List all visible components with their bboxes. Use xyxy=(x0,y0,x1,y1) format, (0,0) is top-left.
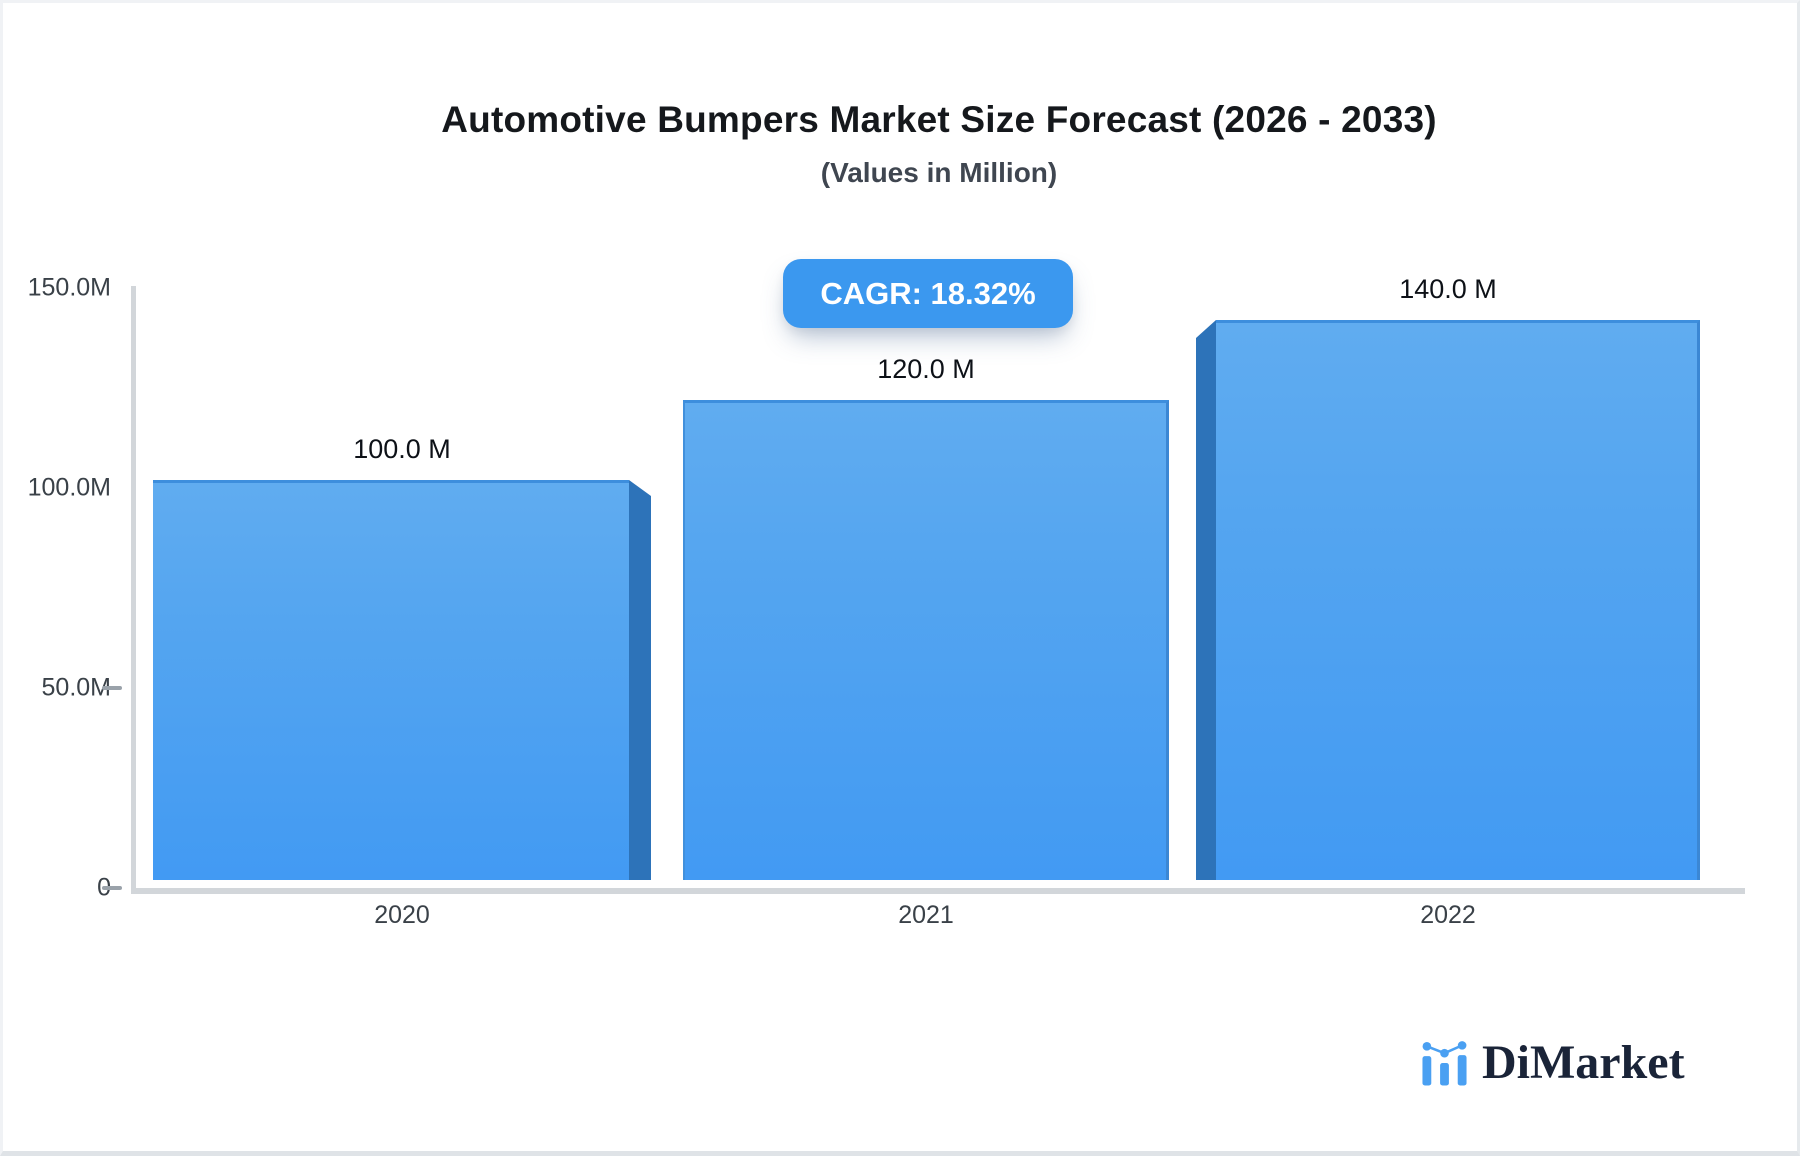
brand-name: DiMarket xyxy=(1482,1036,1685,1089)
bar-2022: 140.0 M xyxy=(1196,274,1700,880)
bar-face xyxy=(683,400,1169,880)
x-axis-line xyxy=(131,888,1745,894)
bar-value-label-2022: 140.0 M xyxy=(1399,274,1497,304)
bar-face xyxy=(153,480,629,880)
bar-2021: 120.0 M xyxy=(683,354,1169,880)
bar-value-label-2020: 100.0 M xyxy=(353,434,451,464)
chart-header: Automotive Bumpers Market Size Forecast … xyxy=(133,3,1745,189)
chart-subtitle: (Values in Million) xyxy=(820,157,1058,188)
cagr-badge: CAGR: 18.32% xyxy=(783,259,1073,328)
y-axis-label-100m: 100.0M xyxy=(27,473,111,502)
bar-value-label-2021: 120.0 M xyxy=(877,354,975,384)
y-axis-tick-50m xyxy=(102,686,122,690)
chart-title: Automotive Bumpers Market Size Forecast … xyxy=(441,99,1437,140)
bar-2020: 100.0 M xyxy=(153,434,651,880)
x-axis-label-2020: 2020 xyxy=(374,901,430,929)
y-axis-label-0: 0 xyxy=(11,874,111,903)
bar-3d-side xyxy=(1196,320,1216,880)
brand-logo: DiMarket xyxy=(1421,1035,1685,1090)
x-axis-label-2021: 2021 xyxy=(898,901,954,929)
bar-3d-side xyxy=(629,480,651,880)
bar-face xyxy=(1216,320,1700,880)
bars-line-chart-icon xyxy=(1421,1040,1468,1086)
y-axis-label-50m: 50.0M xyxy=(41,673,111,702)
x-axis-label-2022: 2022 xyxy=(1420,901,1476,929)
y-axis-line xyxy=(131,286,136,889)
y-axis-label-150m: 150.0M xyxy=(27,273,111,302)
y-axis-tick-0 xyxy=(102,886,122,890)
